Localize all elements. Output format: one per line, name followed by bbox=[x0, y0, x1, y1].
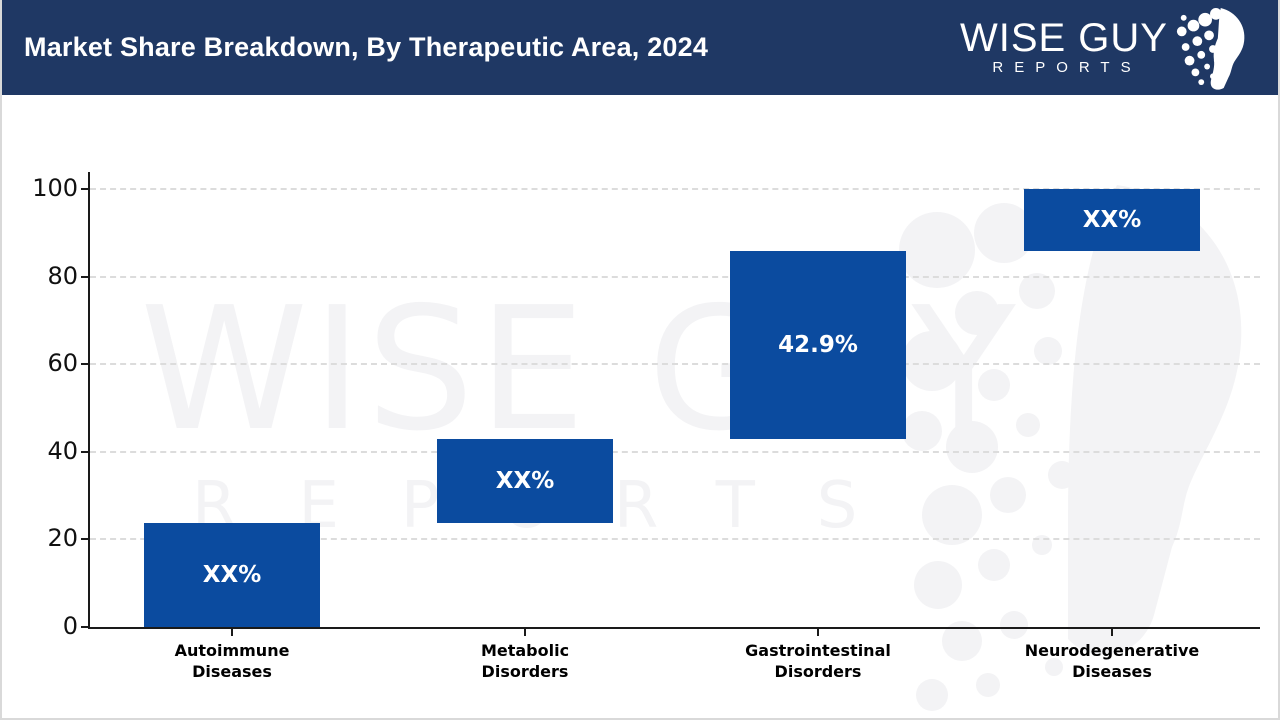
y-tick-mark bbox=[81, 450, 90, 453]
chart-area: WISE GUY REPORTS 020406080100XX%Autoimmu… bbox=[2, 95, 1278, 718]
x-category-line: Disorders bbox=[481, 662, 569, 681]
gridline-y40 bbox=[90, 450, 1260, 453]
gridline-y100 bbox=[90, 188, 1260, 190]
x-category-line: Diseases bbox=[1072, 662, 1152, 681]
bar-value-label: XX% bbox=[202, 561, 262, 588]
logo-line2: REPORTS bbox=[992, 59, 1142, 76]
x-tick-mark bbox=[524, 629, 526, 636]
header: Market Share Breakdown, By Therapeutic A… bbox=[2, 0, 1278, 95]
x-category-line: Diseases bbox=[192, 662, 272, 681]
y-tick-label: 80 bbox=[47, 261, 78, 290]
x-tick-mark bbox=[1111, 629, 1113, 636]
y-tick-label: 0 bbox=[62, 612, 78, 640]
x-category-line: Gastrointestinal bbox=[745, 641, 891, 660]
y-tick-mark bbox=[81, 626, 90, 628]
bar-4: XX% bbox=[1024, 189, 1200, 252]
x-category-line: Autoimmune bbox=[174, 641, 290, 660]
x-category-line: Metabolic bbox=[480, 641, 570, 660]
bar-value-label: XX% bbox=[1082, 207, 1142, 234]
x-category-label: Gastrointestinal Disorders bbox=[698, 640, 938, 682]
logo-head-icon bbox=[1176, 7, 1245, 90]
x-category-line: Disorders bbox=[774, 662, 862, 681]
chart-title: Market Share Breakdown, By Therapeutic A… bbox=[24, 32, 709, 62]
bar-2: XX% bbox=[437, 439, 613, 523]
x-category-label: Metabolic Disorders bbox=[405, 640, 645, 682]
x-category-label: Neurodegenerative Diseases bbox=[992, 640, 1232, 682]
wiseguy-logo: WISE GUY REPORTS bbox=[960, 4, 1250, 92]
gridline-y20 bbox=[90, 538, 1260, 541]
logo-line1: WISE GUY bbox=[959, 16, 1168, 60]
bar-value-label: XX% bbox=[495, 467, 555, 494]
logo-wordmark: WISE GUY REPORTS bbox=[959, 16, 1168, 76]
y-tick-mark bbox=[81, 275, 90, 278]
y-tick-label: 100 bbox=[32, 174, 78, 202]
x-category-label: Autoimmune Diseases bbox=[112, 640, 352, 682]
x-tick-mark bbox=[231, 629, 233, 636]
bar-1: XX% bbox=[144, 522, 320, 627]
x-axis-line bbox=[88, 627, 1260, 629]
y-tick-label: 60 bbox=[47, 349, 78, 378]
y-tick-mark bbox=[81, 188, 90, 190]
y-axis-line bbox=[88, 172, 90, 629]
y-tick-mark bbox=[81, 363, 90, 366]
y-tick-label: 20 bbox=[47, 524, 78, 553]
gridline-y60 bbox=[90, 363, 1260, 366]
bar-value-label: 42.9% bbox=[778, 332, 858, 359]
y-tick-label: 40 bbox=[47, 436, 78, 465]
bar-3: 42.9% bbox=[730, 251, 906, 440]
gridline-y80 bbox=[90, 275, 1260, 278]
x-category-line: Neurodegenerative bbox=[1024, 641, 1200, 660]
y-tick-mark bbox=[81, 538, 90, 541]
x-tick-mark bbox=[817, 629, 819, 636]
